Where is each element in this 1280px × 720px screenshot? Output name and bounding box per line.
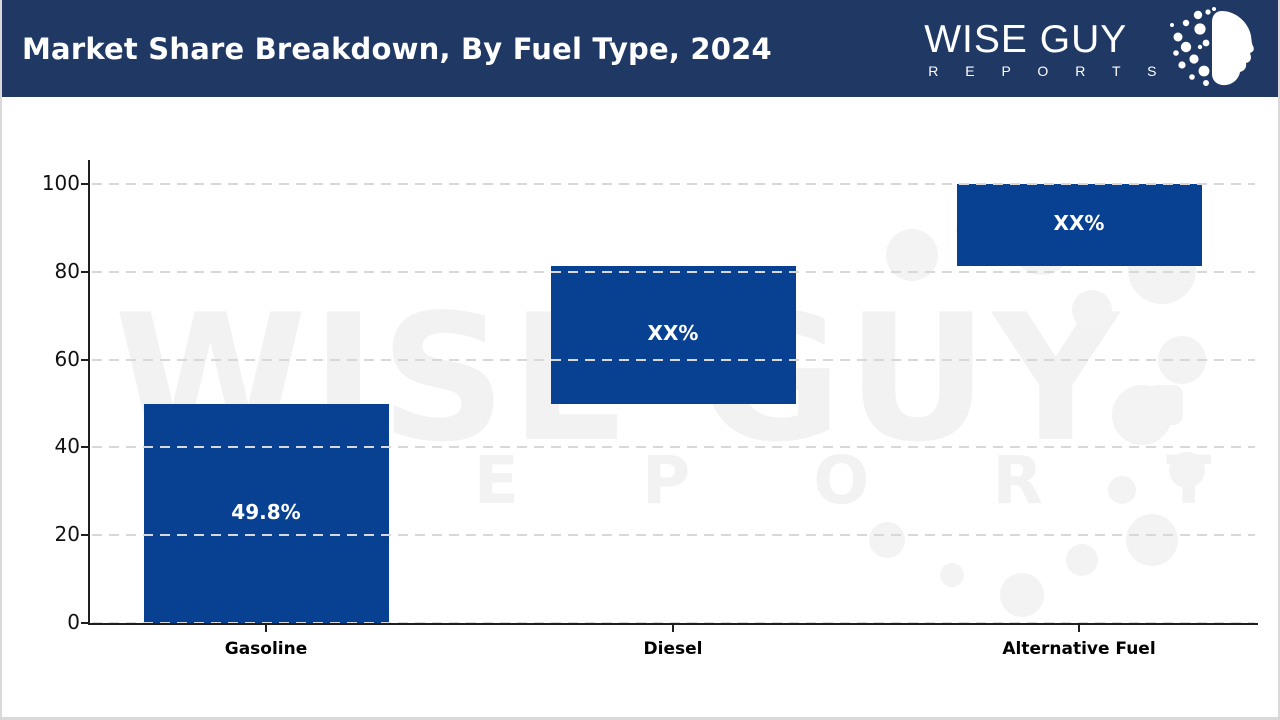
y-tick-mark [81,534,90,537]
wiseguy-logo: WISE GUY R E P O R T S [924,6,1262,91]
y-tick-mark [81,270,90,273]
gridline-20 [92,534,1255,537]
y-tick-mark [81,446,90,449]
y-tick-label: 60 [54,346,80,371]
y-tick-label: 100 [41,171,80,195]
x-tick-mark [672,623,674,632]
bar-gasoline [143,404,389,623]
watermark-subtitle: R E P O R T S [300,442,1278,519]
bar-value-label: XX% [647,321,699,346]
y-tick-label: 80 [54,258,80,283]
bar-value-label: 49.8% [231,499,301,524]
bar-value-label: XX% [1053,211,1105,236]
y-axis-spine [88,160,90,625]
x-category-label: Diesel [643,639,703,659]
x-category-label: Gasoline [224,639,308,659]
gridline-80 [92,270,1255,273]
y-tick-mark [81,622,90,624]
x-axis-spine [88,623,1258,625]
chart-title: Market Share Breakdown, By Fuel Type, 20… [22,31,772,66]
y-tick-mark [81,358,90,361]
x-tick-mark [1078,623,1080,632]
x-tick-mark [265,623,267,632]
logo-face-icon [1170,6,1254,86]
y-tick-mark [81,183,90,185]
gridline-40 [92,446,1255,449]
y-tick-label: 0 [67,610,80,634]
gridline-100 [92,183,1255,185]
x-category-label: Alternative Fuel [1002,639,1156,659]
bar-diesel [550,266,796,405]
gridline-60 [92,358,1255,361]
y-tick-label: 40 [54,434,80,459]
logo-wordmark: WISE GUY [924,17,1128,61]
y-tick-label: 20 [54,522,80,547]
logo-subtitle: R E P O R T S [928,62,1168,79]
header: Market Share Breakdown, By Fuel Type, 20… [2,0,1278,97]
